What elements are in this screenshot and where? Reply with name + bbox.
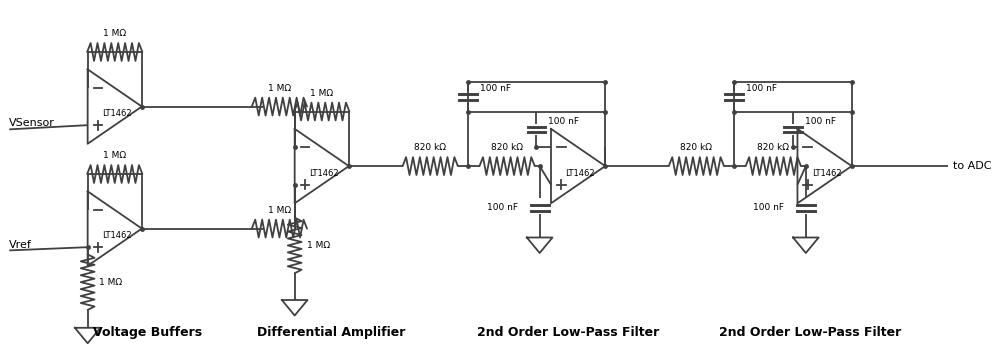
Text: 820 kΩ: 820 kΩ [414,143,446,152]
Text: 1 MΩ: 1 MΩ [268,206,291,215]
Text: 1 MΩ: 1 MΩ [310,88,333,98]
Text: LT1462: LT1462 [102,109,132,118]
Text: to ADC: to ADC [953,161,991,171]
Text: 1 MΩ: 1 MΩ [103,151,126,160]
Text: 100 nF: 100 nF [753,203,784,212]
Text: 820 kΩ: 820 kΩ [491,143,523,152]
Text: 100 nF: 100 nF [746,84,777,93]
Text: 100 nF: 100 nF [805,117,836,126]
Text: LT1462: LT1462 [102,231,132,240]
Text: 1 MΩ: 1 MΩ [99,278,123,287]
Text: VSensor: VSensor [9,118,55,128]
Text: Voltage Buffers: Voltage Buffers [93,326,202,339]
Text: LT1462: LT1462 [309,168,339,178]
Text: 2nd Order Low-Pass Filter: 2nd Order Low-Pass Filter [477,326,659,339]
Text: 100 nF: 100 nF [548,117,579,126]
Text: LT1462: LT1462 [565,168,595,178]
Text: 1 MΩ: 1 MΩ [268,84,291,93]
Text: 2nd Order Low-Pass Filter: 2nd Order Low-Pass Filter [719,326,901,339]
Text: LT1462: LT1462 [812,168,841,178]
Text: Vref: Vref [9,240,32,251]
Text: 820 kΩ: 820 kΩ [680,143,712,152]
Text: 820 kΩ: 820 kΩ [757,143,789,152]
Text: 1 MΩ: 1 MΩ [307,241,330,250]
Text: 100 nF: 100 nF [487,203,518,212]
Text: 100 nF: 100 nF [480,84,511,93]
Text: 1 MΩ: 1 MΩ [103,29,126,38]
Text: Differential Amplifier: Differential Amplifier [257,326,406,339]
